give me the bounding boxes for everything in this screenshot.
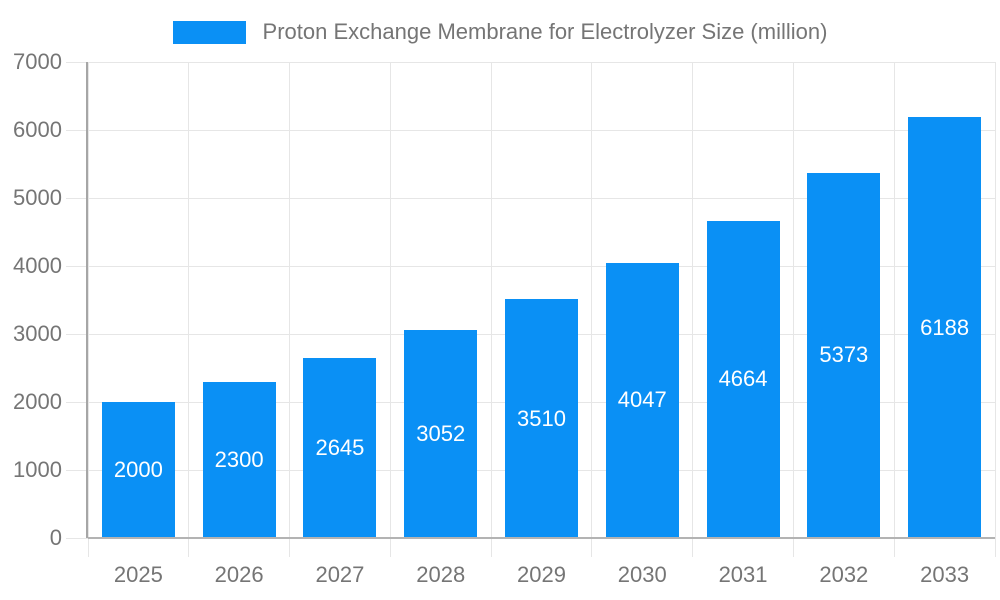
- y-axis-tick-label: 7000: [13, 49, 62, 74]
- y-axis-tick-label: 0: [49, 525, 62, 550]
- x-axis-tick-label: 2033: [920, 562, 970, 587]
- x-gridline: [490, 62, 492, 557]
- bar-value-label: 5373: [819, 342, 869, 368]
- x-gridline: [289, 62, 291, 557]
- x-axis-line: [88, 537, 995, 539]
- chart-legend[interactable]: Proton Exchange Membrane for Electrolyze…: [0, 19, 1000, 45]
- bar-2030[interactable]: 4047: [605, 262, 679, 538]
- bar-2027[interactable]: 2645: [303, 358, 377, 538]
- x-gridline: [792, 62, 794, 557]
- bar-value-label: 3052: [416, 421, 466, 447]
- x-axis-tick-label: 2027: [315, 562, 365, 587]
- y-axis-tick-label: 6000: [13, 117, 62, 142]
- bar-value-label: 2645: [315, 435, 365, 461]
- x-axis-tick-label: 2025: [113, 562, 163, 587]
- x-axis-tick-label: 2026: [214, 562, 264, 587]
- legend-swatch-icon: [172, 20, 246, 44]
- y-gridline: [66, 129, 995, 131]
- bar-value-label: 3510: [517, 405, 566, 431]
- x-gridline: [893, 62, 895, 557]
- legend-label: Proton Exchange Membrane for Electrolyze…: [262, 19, 828, 44]
- y-gridline: [66, 61, 995, 63]
- x-gridline: [389, 62, 391, 557]
- bar-value-label: 4664: [718, 366, 768, 392]
- y-axis-tick-label: 2000: [13, 389, 62, 414]
- bar-2031[interactable]: 4664: [706, 220, 780, 538]
- bar-2032[interactable]: 5373: [807, 172, 881, 538]
- bar-2028[interactable]: 3052: [404, 330, 478, 538]
- y-axis-tick-label: 1000: [13, 457, 62, 482]
- x-gridline: [87, 62, 89, 557]
- bar-2025[interactable]: 2000: [101, 402, 175, 538]
- x-gridline: [591, 62, 593, 557]
- y-gridline: [66, 265, 995, 267]
- x-axis-tick-label: 2031: [718, 562, 768, 587]
- y-axis-tick-label: 4000: [13, 253, 62, 278]
- bar-value-label: 2300: [214, 446, 264, 472]
- bar-value-label: 6188: [920, 314, 970, 340]
- bar-2033[interactable]: 6188: [908, 117, 982, 538]
- x-gridline: [188, 62, 190, 557]
- bar-value-label: 2000: [113, 457, 163, 482]
- bar-value-label: 4047: [617, 387, 667, 413]
- x-axis-tick-label: 2030: [617, 562, 667, 587]
- y-axis-tick-label: 3000: [13, 321, 62, 346]
- bar-2026[interactable]: 2300: [202, 381, 276, 538]
- y-gridline: [66, 197, 995, 199]
- y-axis-tick-label: 5000: [13, 185, 62, 210]
- x-axis-tick-label: 2032: [819, 562, 869, 587]
- x-axis-tick-label: 2029: [517, 562, 566, 587]
- x-gridline: [994, 62, 996, 557]
- y-axis-line: [86, 62, 88, 538]
- y-gridline: [66, 537, 88, 539]
- x-gridline: [692, 62, 694, 557]
- x-axis-tick-label: 2028: [416, 562, 466, 587]
- bar-2029[interactable]: 3510: [505, 299, 578, 538]
